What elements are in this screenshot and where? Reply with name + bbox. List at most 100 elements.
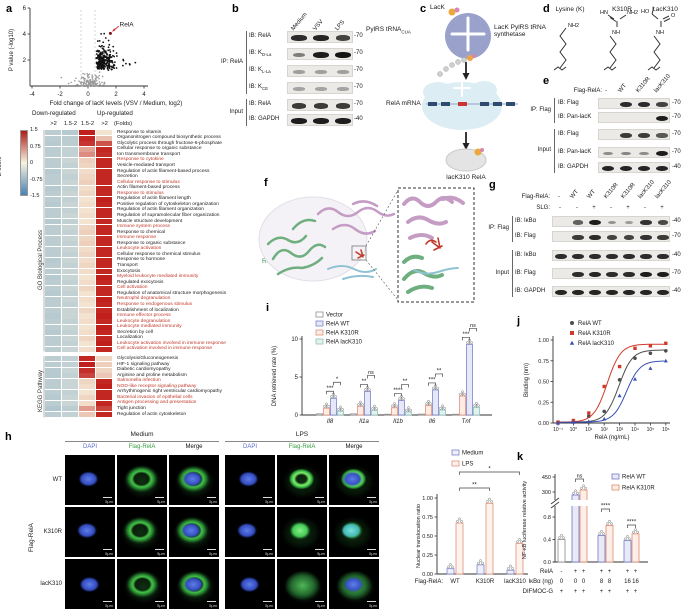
- volcano-point-ns: [95, 83, 97, 86]
- volcano-point-up: [105, 56, 108, 59]
- volcano-point-up: [104, 51, 107, 53]
- volcano-point-up: [103, 49, 105, 51]
- data-point-dot: [490, 500, 493, 503]
- data-point-dot: [441, 404, 444, 408]
- blot-band: [589, 289, 601, 296]
- volcano-point-ns: [98, 74, 101, 77]
- heatmap-cell: [96, 296, 113, 302]
- volcano-point-up: [113, 61, 116, 64]
- volcano-point-up: [101, 65, 104, 68]
- lack310-rela-label: lacK310 RelA: [446, 174, 486, 181]
- volcano-point-up: [103, 59, 106, 61]
- lack-label: LacK: [430, 4, 445, 11]
- volcano-point-ns: [103, 82, 106, 85]
- volcano-point-up: [98, 63, 101, 66]
- heatmap-cell: [45, 302, 62, 308]
- upregulated-label: Up-regulated: [97, 110, 133, 117]
- heatmap-cell: [96, 174, 113, 180]
- channel-header: DAPI: [82, 444, 97, 450]
- heatmap-row-label: Organonitrogen compound biosynthetic pro…: [117, 135, 221, 141]
- i-legend-swatch: [315, 311, 324, 318]
- h-y-tick-label: 0.25: [422, 553, 433, 559]
- data-point-dot: [364, 388, 367, 391]
- heatmap-row-label: Regulation of actin filament-based proce…: [117, 168, 210, 174]
- data-point-dot: [486, 500, 489, 503]
- volcano-point-ns: [90, 81, 92, 83]
- data-point-dot: [432, 386, 435, 390]
- i-y-tick-label: 5: [295, 375, 299, 381]
- lysine-backbone-squiggle: [553, 66, 567, 71]
- i-category-label: Il1b: [393, 419, 403, 425]
- volcano-point-up: [134, 61, 137, 64]
- genotype-row-label: K310R: [43, 529, 62, 535]
- volcano-point-ns: [97, 76, 99, 78]
- volcano-point-up: [102, 62, 105, 65]
- k-bar: [579, 489, 588, 563]
- micrograph-medium-lack310-dapi: 5μm: [65, 559, 115, 609]
- k-condition-value: +: [600, 569, 604, 575]
- significance-bracket: [394, 393, 402, 397]
- volcano-point-ns: [89, 82, 91, 84]
- group-label: IP: Flag: [530, 106, 551, 113]
- lane-label: K310R: [603, 182, 620, 200]
- p50-label: p50: [312, 264, 323, 271]
- volcano-point-up: [101, 60, 104, 63]
- blot-band: [572, 271, 584, 278]
- lack310-mark-icon2: [480, 148, 484, 152]
- volcano-point-up: [102, 56, 105, 59]
- blot-box: [598, 98, 670, 109]
- j-x-tick-label: 10³: [616, 427, 624, 433]
- volcano-point-up: [100, 62, 103, 65]
- lack310-nh-label: NH: [656, 30, 664, 36]
- kegg-section-label: KEGG Pathway: [38, 369, 44, 412]
- scale-bar: [367, 497, 376, 498]
- scale-bar: [103, 549, 112, 550]
- heatmap-row-label: Cell activation: [117, 285, 148, 291]
- volcano-point-ns: [92, 82, 95, 84]
- blot-band: [637, 165, 651, 172]
- data-point-dot: [400, 395, 403, 398]
- volcano-point-up: [101, 64, 103, 66]
- volcano-point-up: [96, 66, 98, 68]
- data-point-dot: [518, 538, 521, 541]
- data-point-dot: [359, 400, 362, 404]
- blot-band: [313, 118, 329, 124]
- heatmap-cell: [79, 269, 96, 275]
- volcano-point-ns: [87, 79, 89, 82]
- j-x-tick-label: 10⁵: [647, 427, 655, 433]
- j-point-circle: [664, 348, 668, 353]
- inset-site-label: NF-κB p65 Lys310: [402, 242, 435, 247]
- significance-bracket: [459, 487, 490, 491]
- k310r-nh-label: NH: [612, 30, 620, 36]
- k310r-nh2-label: NH2: [627, 10, 638, 16]
- volcano-point-up: [98, 67, 100, 70]
- volcano-point-ns: [82, 72, 84, 75]
- volcano-point-ns: [92, 78, 94, 81]
- volcano-point-ns: [91, 76, 93, 78]
- j-point-circle: [648, 351, 653, 356]
- heatmap-row-label: Secretion: [117, 174, 138, 180]
- scale-bar: [367, 549, 376, 550]
- j-y-tick-label: 0.75: [538, 359, 549, 365]
- j-ylabel: Binding (nm): [524, 363, 530, 397]
- heatmap-row-label: Actin filament-based process: [117, 185, 180, 191]
- micrograph-lps-k310r-flag-rela: 5μm: [277, 507, 327, 557]
- blot-band: [619, 165, 633, 172]
- ribosome-blob: [422, 82, 502, 130]
- k-condition-value: 16: [632, 579, 639, 585]
- k-condition-value: +: [634, 569, 638, 575]
- heatmap-row-label: Establishment of localization: [117, 307, 179, 313]
- heatmap-row-label: Salmonella infection: [117, 378, 161, 384]
- data-point-dot: [477, 404, 480, 407]
- heatmap-cell: [45, 291, 62, 297]
- heatmap-cell: [96, 263, 113, 269]
- heatmap-cell: [45, 163, 62, 169]
- h-bar: [515, 543, 524, 575]
- blot-box: [287, 65, 353, 77]
- volcano-point-up: [95, 50, 98, 53]
- data-point-dot: [580, 486, 583, 490]
- data-point-dot: [572, 491, 575, 495]
- scale-label: 5μm: [105, 603, 113, 608]
- blot-box: [552, 268, 670, 279]
- heatmap-cell: [96, 335, 113, 341]
